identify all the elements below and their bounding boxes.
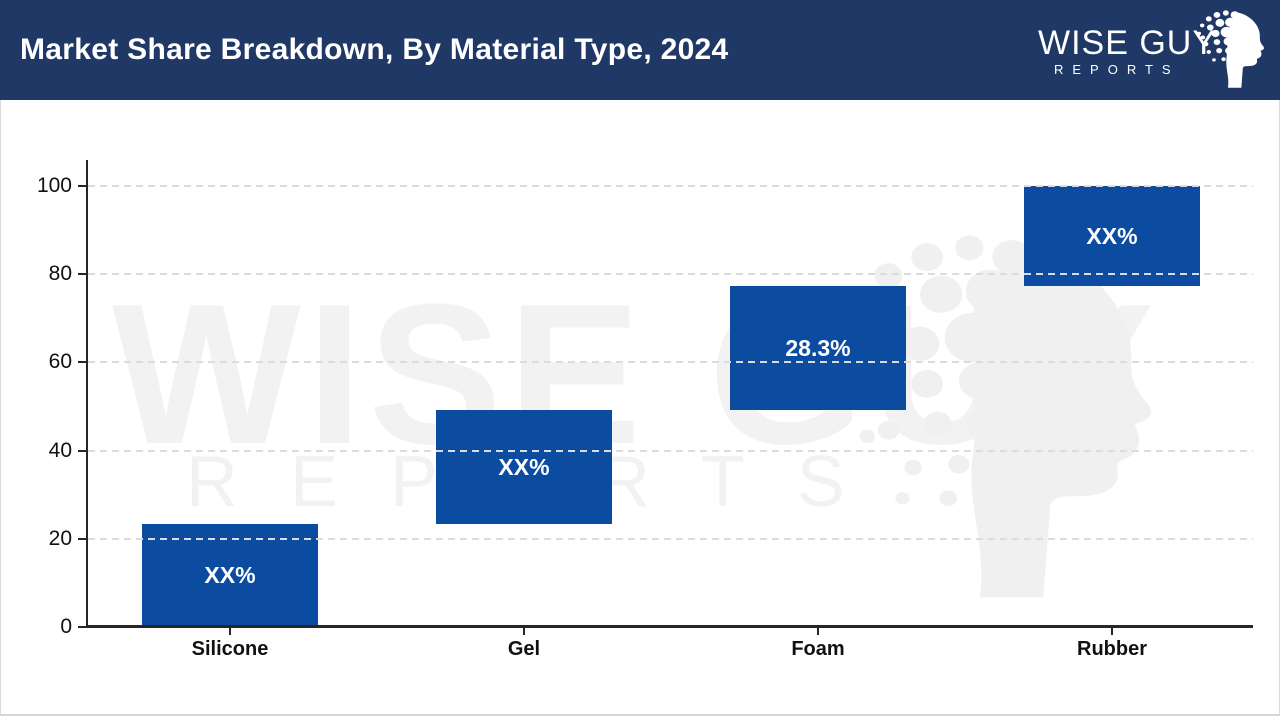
gridline (88, 537, 1253, 540)
y-tick-label: 60 (48, 350, 72, 374)
x-axis-label-foam: Foam (791, 638, 845, 660)
bar-silicone (142, 523, 318, 627)
y-tick-mark (78, 537, 86, 540)
y-tick-mark (78, 273, 86, 276)
y-tick-label: 80 (48, 262, 72, 286)
logo-wordmark: WISE GUY (1038, 24, 1217, 62)
y-tick-mark (78, 626, 86, 628)
x-axis-label-silicone: Silicone (191, 638, 269, 660)
x-axis-label-gel: Gel (507, 638, 541, 660)
wiseguy-logo: WISE GUY REPORTS (1010, 0, 1268, 100)
logo-face-icon (1194, 7, 1268, 93)
y-tick-mark (78, 449, 86, 452)
y-axis-line (86, 160, 88, 628)
bar-value-label: XX% (498, 454, 550, 481)
x-tick-mark (817, 628, 819, 635)
gridline (88, 361, 1253, 364)
bar-rubber (1024, 186, 1200, 286)
gridline (88, 185, 1253, 187)
x-tick-mark (523, 628, 525, 635)
y-tick-label: 0 (60, 615, 72, 638)
bar-value-label: XX% (204, 562, 256, 589)
x-tick-mark (1111, 628, 1113, 635)
gridline (88, 273, 1253, 276)
x-axis-label-rubber: Rubber (1077, 638, 1147, 660)
y-tick-mark (78, 185, 86, 187)
y-tick-mark (78, 361, 86, 364)
bar-value-label: XX% (1086, 222, 1138, 249)
bar-foam (730, 285, 906, 411)
y-tick-label: 40 (48, 438, 72, 462)
gridline (88, 449, 1253, 452)
header-bar: Market Share Breakdown, By Material Type… (0, 0, 1280, 100)
x-axis-line (86, 625, 1253, 628)
bar-value-label: 28.3% (785, 335, 851, 362)
x-tick-mark (229, 628, 231, 635)
bar-gel (436, 410, 612, 524)
y-tick-label: 100 (36, 174, 72, 197)
y-tick-label: 20 (48, 526, 72, 550)
page-title: Market Share Breakdown, By Material Type… (20, 33, 729, 66)
logo-reports-text: REPORTS (1054, 62, 1180, 77)
